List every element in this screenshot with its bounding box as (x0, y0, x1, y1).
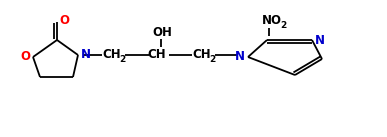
Text: CH: CH (193, 48, 211, 61)
Text: N: N (81, 48, 91, 61)
Text: NO: NO (262, 15, 282, 28)
Text: N: N (315, 34, 325, 46)
Text: O: O (20, 49, 30, 62)
Text: O: O (59, 15, 69, 28)
Text: 2: 2 (119, 55, 125, 64)
Text: CH: CH (103, 48, 121, 61)
Text: 2: 2 (209, 55, 215, 64)
Text: N: N (235, 51, 245, 64)
Text: 2: 2 (280, 21, 286, 29)
Text: CH: CH (148, 48, 166, 61)
Text: OH: OH (152, 25, 172, 38)
